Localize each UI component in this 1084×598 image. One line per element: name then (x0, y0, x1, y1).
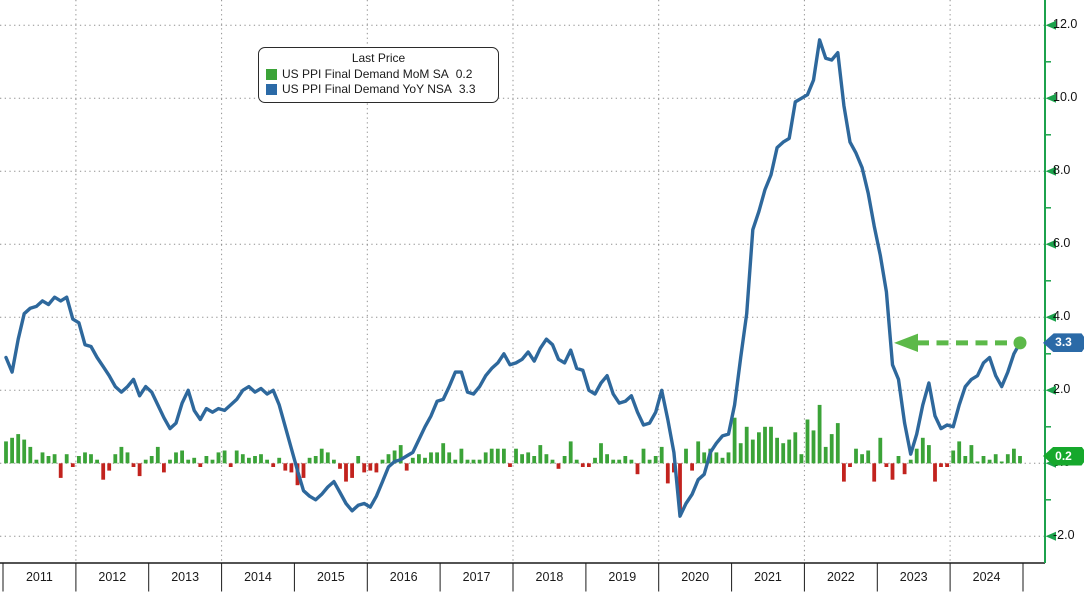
x-axis-year-label: 2024 (972, 570, 1001, 584)
y-axis-tick-label: 4.0 (1053, 309, 1071, 324)
legend-value-mom: 0.2 (455, 67, 473, 81)
legend-label-yoy: US PPI Final Demand YoY NSA (282, 82, 452, 96)
x-axis-year-label: 2014 (244, 570, 272, 584)
yoy-series-swatch-icon (266, 84, 277, 95)
y-axis-ticks (1045, 20, 1056, 541)
legend-item-mom: US PPI Final Demand MoM SA 0.2 (266, 67, 491, 82)
legend-title: Last Price (351, 51, 406, 65)
arrow-head-icon (894, 333, 918, 353)
y-axis-tick-label: -2.0 (1053, 528, 1075, 543)
x-axis-year-label: 2017 (462, 570, 491, 584)
legend-item-yoy: US PPI Final Demand YoY NSA 3.3 (266, 82, 491, 97)
y-axis-tick-label: 2.0 (1053, 382, 1071, 397)
line-end-dot-icon (1013, 336, 1027, 350)
mom-bars (4, 404, 1022, 511)
x-axis-year-label: 2019 (608, 570, 637, 584)
axes (0, 0, 1046, 564)
legend-box: Last Price US PPI Final Demand MoM SA 0.… (258, 47, 499, 103)
x-axis-year-label: 2012 (98, 570, 127, 584)
y-axis-tick-label: 10.0 (1053, 90, 1078, 105)
last-price-badge-yoy: 3.3 (1043, 333, 1084, 353)
x-axis-year-label: 2011 (25, 570, 53, 584)
year-dividers (2, 563, 1024, 592)
last-price-badge-mom: 0.2 (1043, 446, 1084, 466)
x-axis-year-label: 2021 (754, 570, 782, 584)
x-axis-year-label: 2015 (316, 570, 345, 584)
y-axis-tick-label: 12.0 (1053, 17, 1078, 32)
x-axis-year-label: 2013 (171, 570, 200, 584)
last-price-arrow-annotation (894, 333, 1027, 353)
x-axis-year-label: 2020 (681, 570, 710, 584)
y-axis-tick-label: 6.0 (1053, 236, 1071, 251)
x-axis-year-label: 2018 (535, 570, 564, 584)
legend-label-mom: US PPI Final Demand MoM SA (282, 67, 449, 81)
x-axis-year-label: 2023 (899, 570, 928, 584)
legend-value-yoy: 3.3 (458, 82, 476, 96)
x-axis-year-label: 2016 (389, 570, 418, 584)
mom-series-swatch-icon (266, 69, 277, 80)
y-axis-tick-label: 8.0 (1053, 163, 1071, 178)
yoy-line (4, 38, 1022, 518)
v-gridlines (75, 0, 951, 563)
x-axis-year-label: 2022 (826, 570, 855, 584)
